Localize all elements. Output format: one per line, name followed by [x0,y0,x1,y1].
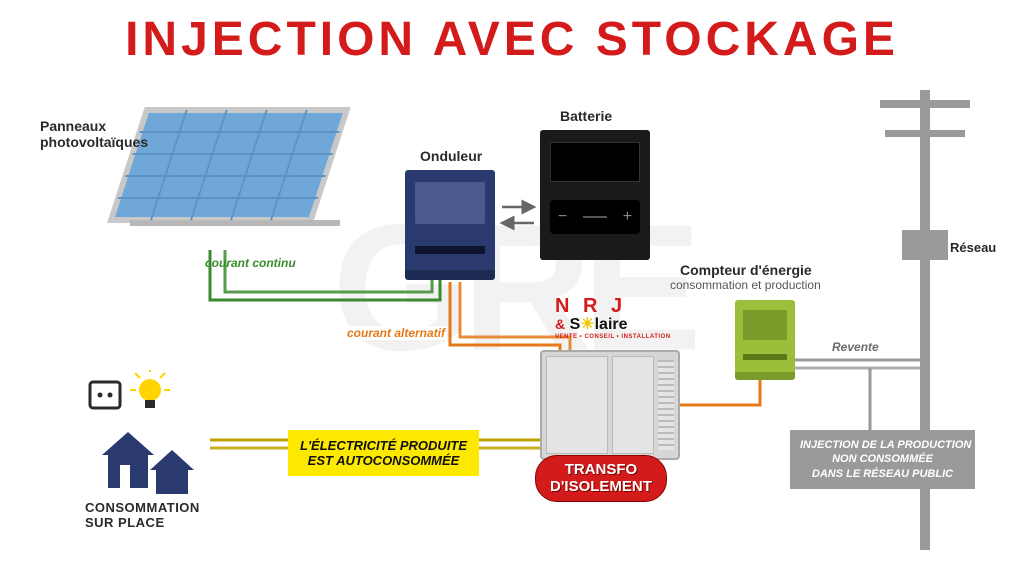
cabinet-icon [540,350,680,460]
brand-logo: N R J & S☀laire VENTE • CONSEIL • INSTAL… [555,295,671,340]
battery-label: Batterie [560,108,612,124]
page-title: INJECTION AVEC STOCKAGE [0,12,1024,67]
brand-tagline: VENTE • CONSEIL • INSTALLATION [555,334,671,340]
pole-box [902,230,948,260]
resale-label: Revente [832,340,879,354]
bidir-arrows-icon [496,195,540,235]
pole-crossarm1 [880,100,970,108]
house-icon [80,370,230,500]
autoconsume-box: L'ÉLECTRICITÉ PRODUITE EST AUTOCONSOMMÉE [288,430,479,476]
injection-box: INJECTION DE LA PRODUCTION NON CONSOMMÉE… [790,430,975,489]
transfo-pill: TRANSFO D'ISOLEMENT [535,455,667,502]
panels-label: Panneaux photovoltaïques [40,118,148,150]
consumption-label: CONSOMMATION SUR PLACE [85,500,200,530]
grid-label: Réseau [950,240,996,255]
meter-label: Compteur d'énergie [680,262,812,278]
meter-sublabel: consommation et production [670,278,821,292]
pole-crossarm2 [885,130,965,137]
inverter-icon [405,170,495,280]
meter-icon [735,300,795,380]
ac-flow-label: courant alternatif [345,326,447,340]
dc-flow-label: courant continu [205,256,296,270]
battery-icon: −+ [540,130,650,260]
inverter-label: Onduleur [420,148,482,164]
